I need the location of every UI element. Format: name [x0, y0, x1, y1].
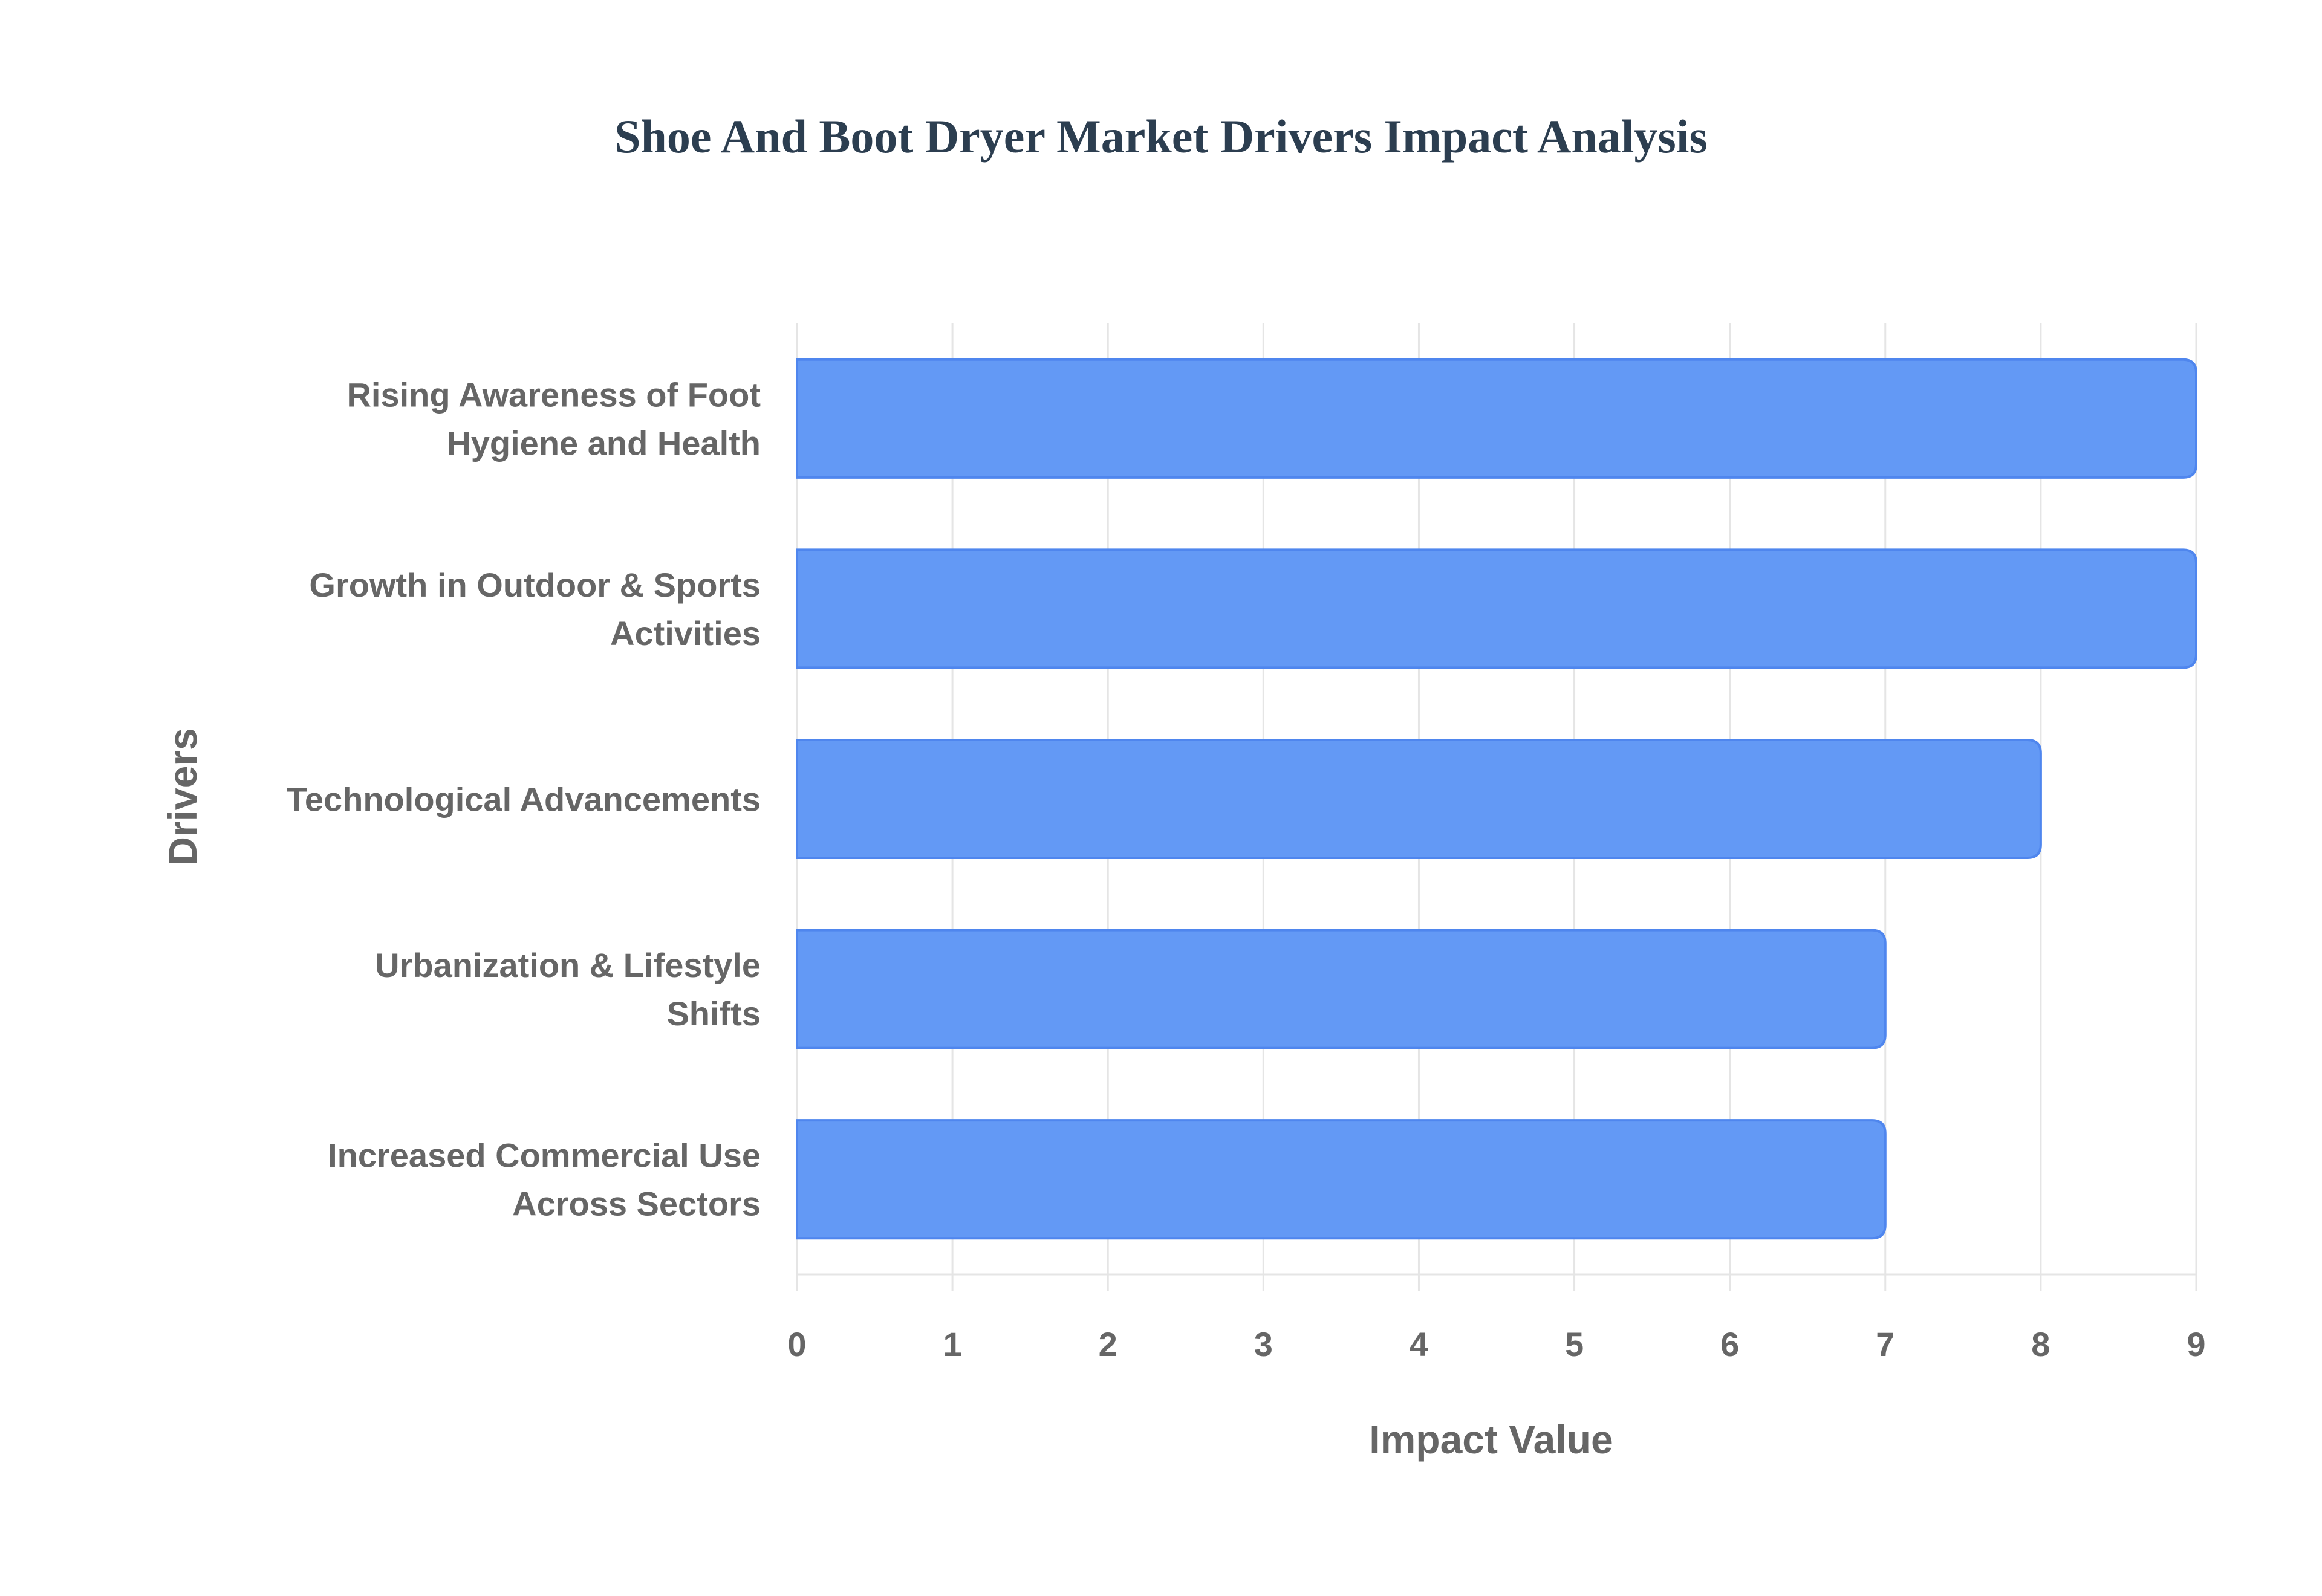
- y-category-label: Technological Advancements: [287, 780, 761, 819]
- chart-title: Shoe And Boot Dryer Market Drivers Impac…: [614, 110, 1708, 163]
- y-category-label: Growth in Outdoor & Sports Activities: [309, 566, 761, 652]
- y-category-label-line: Hygiene and Health: [446, 424, 761, 462]
- x-axis-ticks: 0 1 2 3 4 5 6 7 8 9: [787, 1325, 2205, 1363]
- y-category-label-line: Growth in Outdoor & Sports: [309, 566, 761, 604]
- bar[interactable]: [796, 738, 2042, 860]
- x-tick-label: 8: [2031, 1325, 2050, 1363]
- x-tick-label: 9: [2187, 1325, 2205, 1363]
- x-tick-label: 4: [1410, 1325, 1428, 1363]
- x-tick-label: 1: [943, 1325, 962, 1363]
- x-tick-label: 5: [1565, 1325, 1584, 1363]
- y-category-label-line: Rising Awareness of Foot: [346, 375, 761, 414]
- y-axis-title: Drivers: [160, 728, 205, 866]
- bar[interactable]: [796, 358, 2197, 479]
- x-tick-label: 3: [1254, 1325, 1273, 1363]
- bar[interactable]: [796, 1119, 1887, 1240]
- x-tick-label: 7: [1876, 1325, 1894, 1363]
- y-category-label-line: Shifts: [666, 994, 761, 1033]
- bar[interactable]: [796, 548, 2197, 669]
- x-tick-label: 2: [1099, 1325, 1117, 1363]
- y-category-label: Increased Commercial Use Across Sectors: [328, 1137, 761, 1223]
- x-tick-label: 6: [1720, 1325, 1739, 1363]
- x-tick-label: 0: [787, 1325, 806, 1363]
- y-category-label-line: Increased Commercial Use: [328, 1137, 761, 1175]
- y-category-label-line: Technological Advancements: [287, 780, 761, 819]
- y-category-label: Urbanization & Lifestyle Shifts: [375, 946, 761, 1033]
- bars: [796, 358, 2197, 1240]
- bar[interactable]: [796, 929, 1887, 1049]
- y-category-label: Rising Awareness of Foot Hygiene and Heal…: [346, 375, 761, 462]
- y-axis-categories: Rising Awareness of Foot Hygiene and Heal…: [287, 375, 761, 1222]
- y-category-label-line: Urbanization & Lifestyle: [375, 946, 761, 984]
- x-axis-title: Impact Value: [1369, 1417, 1613, 1462]
- y-category-label-line: Activities: [610, 614, 761, 652]
- y-category-label-line: Across Sectors: [512, 1185, 761, 1223]
